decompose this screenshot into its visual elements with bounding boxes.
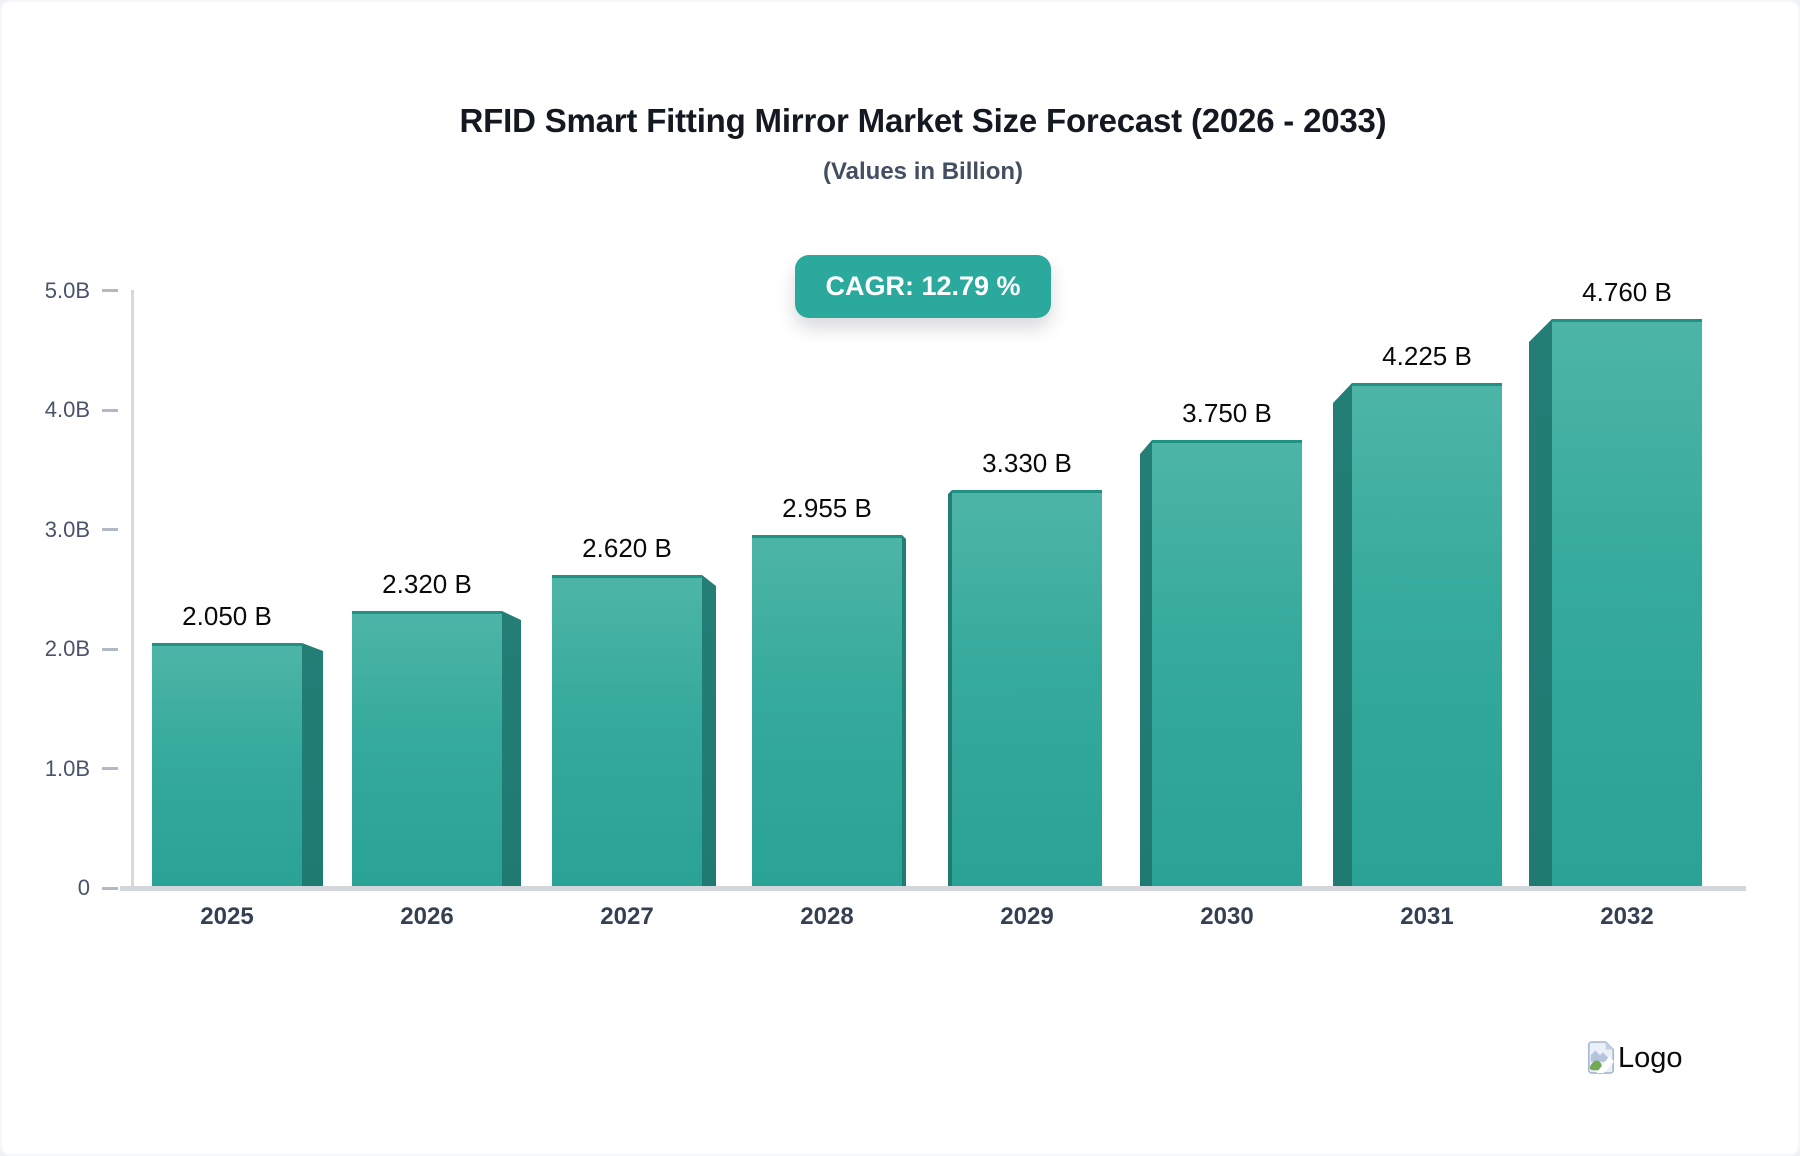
y-axis-tick-mark: [102, 408, 118, 412]
bar-front-face: [1352, 383, 1502, 888]
y-axis-tick-label: 4.0B: [44, 397, 90, 422]
y-axis-tick-label: 2.0B: [44, 636, 90, 661]
bar-value-label: 2.955 B: [782, 493, 872, 523]
y-axis-tick-label: 3.0B: [44, 516, 90, 542]
y-axis-tick-mark: [102, 289, 118, 292]
chart-subtitle: (Values in Billion): [822, 158, 1024, 185]
y-axis-tick-mark: [102, 528, 118, 531]
bar-front-face: [952, 490, 1102, 888]
logo: Logo: [1586, 1040, 1683, 1076]
x-axis-label-2028: 2028: [800, 903, 854, 930]
bar-2029: 3.330 B: [948, 448, 1102, 888]
y-axis-tick-label: 0: [77, 875, 90, 900]
bar-side-face: [1333, 383, 1352, 888]
x-axis-label-2027: 2027: [600, 903, 654, 930]
x-axis-label-2025: 2025: [200, 903, 254, 930]
bar-2027: 2.620 B: [552, 533, 716, 888]
bar-2028: 2.955 B: [752, 493, 906, 888]
y-axis-tick-label: 5.0B: [44, 277, 90, 303]
bar-2032: 4.760 B: [1529, 277, 1702, 888]
bar-value-label: 2.050 B: [182, 601, 272, 631]
x-axis-label-2029: 2029: [1000, 903, 1054, 930]
bar-value-label: 2.620 B: [582, 533, 672, 563]
bar-front-face: [152, 643, 302, 888]
bar-value-label: 4.225 B: [1382, 341, 1472, 371]
chart-title: RFID Smart Fitting Mirror Market Size Fo…: [459, 102, 1387, 139]
cagr-badge: CAGR: 12.79 %: [795, 255, 1051, 318]
bar-front-face: [352, 611, 502, 888]
bar-value-label: 3.330 B: [982, 448, 1072, 478]
bar-front-face: [752, 535, 902, 888]
bar-2030: 3.750 B: [1140, 398, 1302, 888]
bar-2025: 2.050 B: [152, 601, 323, 888]
x-axis-line: [120, 886, 1746, 891]
logo-alt-text: Logo: [1618, 1041, 1683, 1074]
bar-side-face: [1140, 440, 1152, 888]
bar-front-face: [1552, 319, 1702, 888]
broken-image-icon: [1587, 1041, 1615, 1074]
bar-side-face: [948, 490, 952, 888]
x-axis-label-2030: 2030: [1200, 903, 1254, 930]
bar-2031: 4.225 B: [1333, 341, 1502, 888]
bar-side-face: [302, 643, 323, 888]
bar-front-face: [1152, 440, 1302, 888]
bar-2026: 2.320 B: [352, 569, 521, 888]
y-axis-tick-mark: [102, 647, 118, 651]
x-axis-label-2032: 2032: [1600, 903, 1654, 930]
bar-side-face: [902, 535, 906, 888]
y-axis-line: [131, 290, 134, 888]
y-axis-tick-label: 1.0B: [44, 755, 90, 781]
y-axis-tick-mark: [102, 886, 118, 890]
bar-side-face: [502, 611, 521, 888]
x-axis-label-2031: 2031: [1400, 903, 1454, 930]
bar-side-face: [702, 575, 716, 888]
x-axis-label-2026: 2026: [400, 903, 454, 930]
cagr-badge-row: CAGR: 12.79 %: [48, 255, 1798, 318]
bar-front-face: [552, 575, 702, 888]
bar-side-face: [1529, 319, 1552, 888]
bar-value-label: 2.320 B: [382, 569, 472, 599]
y-axis-tick-mark: [102, 767, 118, 770]
bar-value-label: 3.750 B: [1182, 398, 1272, 428]
bar-value-label: 4.760 B: [1582, 277, 1672, 307]
